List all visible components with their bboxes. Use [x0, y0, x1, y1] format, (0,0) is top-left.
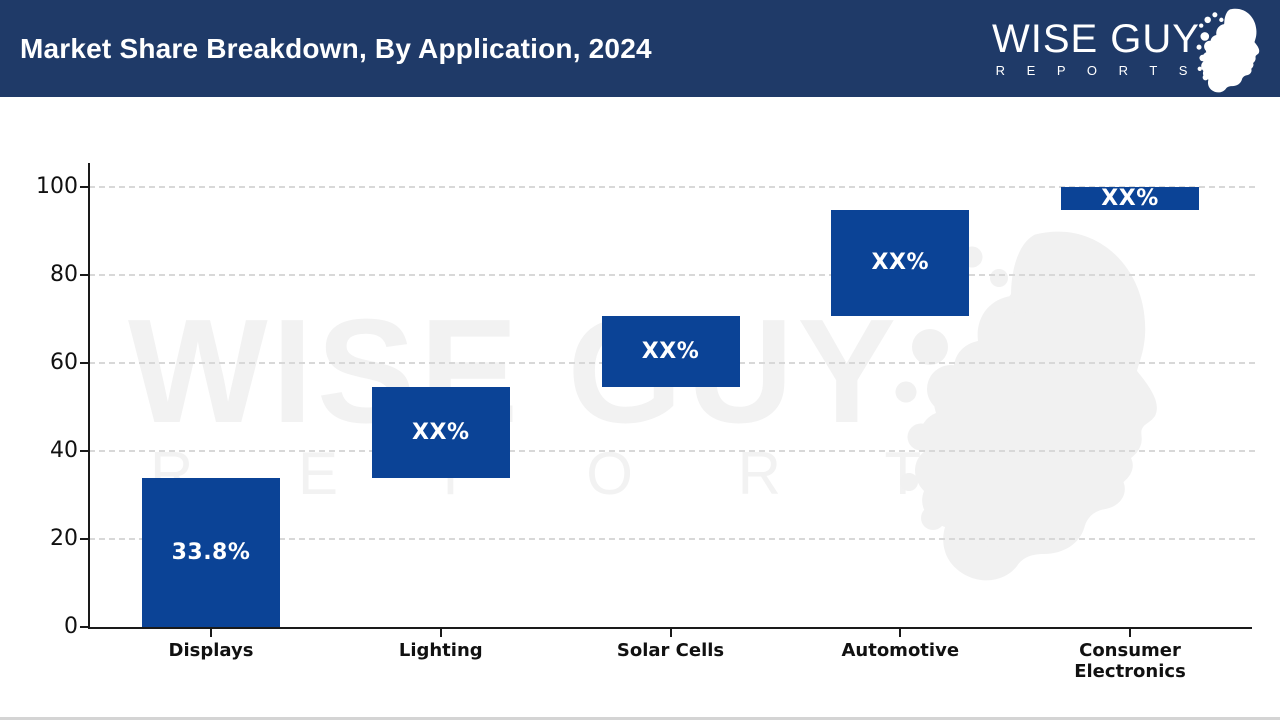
waterfall-chart: WISE GUY R E P O R T S 0 20 40 60 80 100 33.8%…: [0, 97, 1280, 717]
y-tick-label-60-text: 60: [50, 350, 78, 375]
y-tick-100: [80, 186, 89, 188]
gridline-100: [89, 186, 1255, 188]
x-tick-1: [439, 628, 442, 637]
category-label-4-text: Consumer Electronics: [1074, 640, 1186, 683]
y-tick-0: [80, 626, 89, 628]
category-label-2: Solar Cells: [591, 640, 751, 661]
y-tick-20: [80, 538, 89, 540]
wiseguy-logo: WISE GUY R E P O R T S: [992, 0, 1266, 97]
gridline-40: [89, 450, 1255, 452]
bar-consumer-electronics-text: XX%: [1101, 185, 1159, 211]
wiseguy-logo-subtitle: R E P O R T S: [995, 63, 1197, 78]
watermark-text: WISE GUY: [128, 289, 901, 454]
page-title: Market Share Breakdown, By Application, …: [20, 32, 652, 64]
x-tick-2: [669, 628, 672, 637]
category-label-0-text: Displays: [168, 640, 254, 661]
y-tick-80: [80, 274, 89, 276]
y-tick-label-0: 0: [28, 614, 78, 640]
header-bar: Market Share Breakdown, By Application, …: [0, 0, 1280, 97]
category-label-1: Lighting: [361, 640, 521, 661]
x-tick-4: [1129, 628, 1131, 637]
y-tick-label-20-text: 20: [50, 526, 78, 551]
y-tick-label-20: 20: [28, 526, 78, 552]
wiseguy-face-icon: [1196, 8, 1260, 92]
bar-automotive: XX%: [831, 209, 970, 316]
y-tick-label-80: 80: [28, 262, 78, 288]
category-label-3-text: Automotive: [841, 640, 960, 661]
category-label-1-text: Lighting: [398, 640, 483, 661]
bar-solar-cells-text: XX%: [641, 339, 700, 365]
bar-consumer-electronics: XX%: [1061, 185, 1199, 211]
category-label-3: Automotive: [820, 640, 980, 661]
gridline-20: [89, 538, 1255, 540]
wiseguy-logo-text: WISE GUY R E P O R T S: [992, 19, 1200, 78]
wiseguy-logo-name: WISE GUY: [991, 17, 1200, 61]
category-label-2-text: Solar Cells: [616, 640, 725, 661]
y-tick-label-0-text: 0: [64, 614, 78, 639]
bar-solar-cells: XX%: [601, 315, 740, 388]
y-tick-40: [80, 450, 89, 452]
bar-displays: 33.8%: [142, 478, 280, 627]
gridline-80: [89, 274, 1255, 276]
y-tick-label-40: 40: [28, 438, 78, 464]
y-tick-label-100: 100: [28, 174, 78, 200]
bar-lighting: XX%: [371, 387, 510, 479]
y-tick-60: [80, 362, 89, 364]
bar-lighting-text: XX%: [412, 420, 470, 446]
x-tick-3: [899, 628, 902, 637]
x-tick-0: [210, 628, 212, 637]
y-axis-line: [88, 163, 90, 629]
y-tick-label-60: 60: [28, 350, 78, 376]
y-tick-label-80-text: 80: [50, 262, 78, 287]
y-tick-label-40-text: 40: [50, 438, 78, 463]
category-label-4: Consumer Electronics: [1050, 640, 1210, 682]
category-label-0: Displays: [131, 640, 291, 661]
bar-displays-text: 33.8%: [171, 540, 251, 566]
bar-automotive-text: XX%: [871, 250, 929, 276]
watermark-face-icon: [895, 231, 1157, 581]
y-tick-label-100-text: 100: [36, 174, 78, 199]
